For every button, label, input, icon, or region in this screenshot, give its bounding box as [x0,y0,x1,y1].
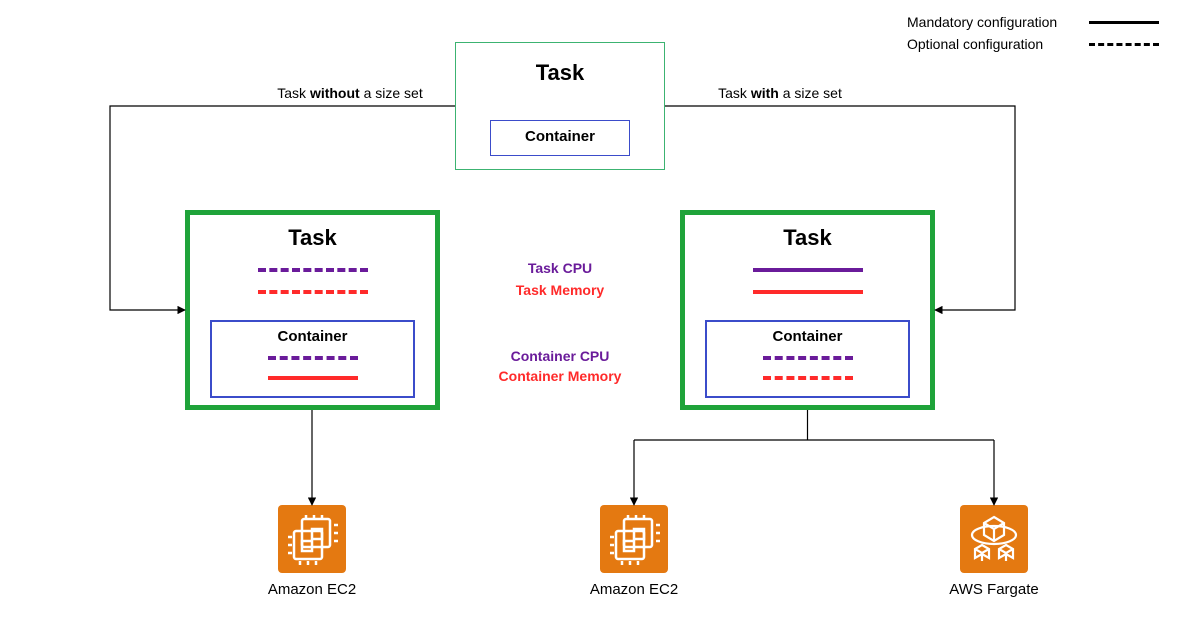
legend-optional-label: Optional configuration [907,36,1043,52]
edge-left-post: a size set [360,85,423,101]
right-task-memory-line [753,290,863,294]
service-ec2-left-label: Amazon EC2 [238,581,386,598]
right-container-memory-line [763,376,853,380]
legend-mandatory-label: Mandatory configuration [907,14,1057,30]
right-container-cpu-line [763,356,853,360]
left-container-cpu-line [268,356,358,360]
left-container-label: Container [210,328,415,345]
edge-left-bold: without [310,85,360,101]
left-container-memory-line [268,376,358,380]
center-label-task-cpu: Task CPU [480,260,640,276]
edge-right-post: a size set [779,85,842,101]
edge-right-bold: with [751,85,779,101]
left-task-cpu-line [258,268,368,272]
right-task-title: Task [680,225,935,251]
left-task-title: Task [185,225,440,251]
center-label-container-memory: Container Memory [480,368,640,384]
edge-label-without-size: Task without a size set [250,85,450,101]
left-task-memory-line [258,290,368,294]
edge-label-with-size: Task with a size set [680,85,880,101]
legend: Mandatory configuration Optional configu… [907,14,1159,52]
service-ec2-mid-label: Amazon EC2 [560,581,708,598]
right-container-label: Container [705,328,910,345]
edge-left-pre: Task [277,85,310,101]
service-fargate [960,505,1028,573]
legend-mandatory-line [1089,21,1159,24]
service-ec2-left [278,505,346,573]
edge-right-pre: Task [718,85,751,101]
center-label-container-cpu: Container CPU [480,348,640,364]
service-ec2-mid [600,505,668,573]
top-task-title: Task [455,60,665,86]
top-container-label: Container [490,128,630,145]
center-label-task-memory: Task Memory [480,282,640,298]
legend-optional-line [1089,43,1159,46]
service-fargate-label: AWS Fargate [920,581,1068,598]
right-task-cpu-line [753,268,863,272]
